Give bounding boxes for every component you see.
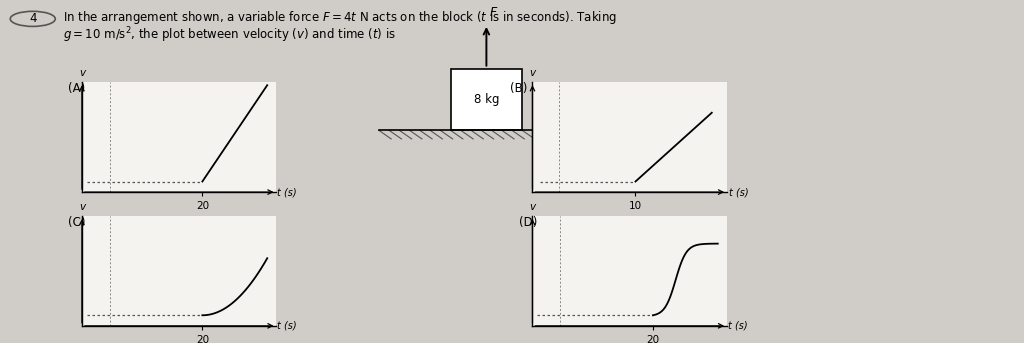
Text: (B): (B) [510, 82, 527, 95]
Text: (A): (A) [68, 82, 85, 95]
Text: t (s): t (s) [278, 321, 297, 331]
Text: $g = 10$ m/s$^2$, the plot between velocity ($v$) and time ($t$) is: $g = 10$ m/s$^2$, the plot between veloc… [63, 26, 396, 45]
Text: v: v [79, 202, 85, 212]
Text: (D): (D) [518, 216, 537, 229]
Text: v: v [79, 68, 85, 78]
Text: t (s): t (s) [728, 321, 748, 331]
Text: In the arrangement shown, a variable force $F = 4t$ N acts on the block ($t$ is : In the arrangement shown, a variable for… [63, 9, 617, 26]
Text: v: v [529, 202, 536, 212]
Bar [451, 69, 522, 130]
Text: 8 kg: 8 kg [474, 93, 499, 106]
Text: F: F [489, 6, 497, 19]
Text: (C): (C) [68, 216, 86, 229]
Text: t (s): t (s) [728, 187, 749, 197]
Text: v: v [529, 68, 536, 78]
Text: t (s): t (s) [278, 187, 297, 197]
Text: 4: 4 [29, 12, 37, 25]
